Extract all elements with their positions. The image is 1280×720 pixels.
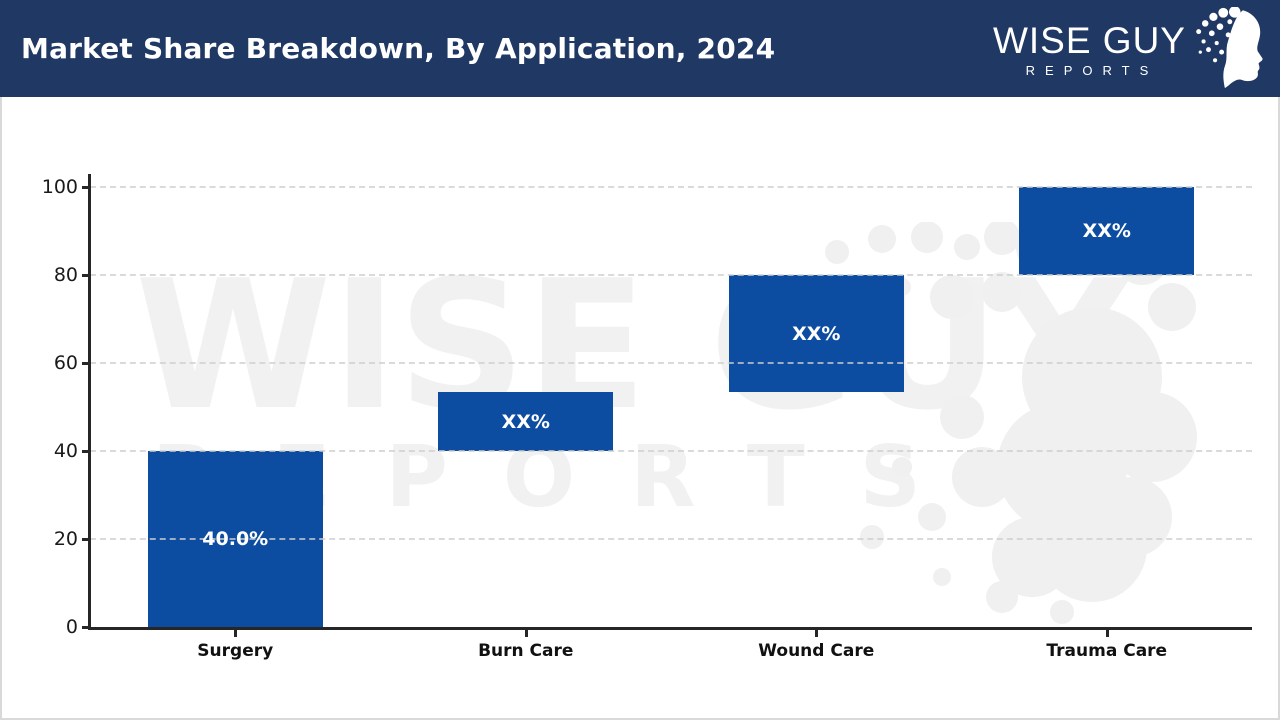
header-bar: Market Share Breakdown, By Application, … xyxy=(0,0,1280,97)
bar-value-label-1: 40.0% xyxy=(148,527,323,551)
x-axis-tick-mark-3 xyxy=(815,630,818,637)
x-axis-category-label-1: Surgery xyxy=(125,641,345,661)
logo-face-icon xyxy=(1192,7,1266,94)
y-axis-tick-label-60: 60 xyxy=(16,351,78,375)
gridline-y-100 xyxy=(90,186,1252,188)
x-axis-tick-mark-2 xyxy=(525,630,528,637)
chart-canvas: WISE GUY REPORTS 40.0%XX%XX%XX%020406080… xyxy=(0,97,1280,720)
page-title: Market Share Breakdown, By Application, … xyxy=(0,32,775,65)
y-axis-tick-label-40: 40 xyxy=(16,439,78,463)
x-axis-tick-mark-1 xyxy=(234,630,237,637)
x-axis-tick-mark-4 xyxy=(1106,630,1109,637)
y-axis-tick-label-100: 100 xyxy=(16,175,78,199)
waterfall-chart: WISE GUY REPORTS 40.0%XX%XX%XX%020406080… xyxy=(2,97,1278,718)
bar-value-label-4: XX% xyxy=(1019,219,1194,243)
brand-logo: WISE GUY REPORTS xyxy=(993,10,1266,90)
y-axis-spine xyxy=(88,174,91,630)
x-axis-spine xyxy=(88,627,1252,630)
y-axis-tick-label-20: 20 xyxy=(16,527,78,551)
brand-logo-text: WISE GUY REPORTS xyxy=(993,22,1186,78)
gridline-y-80 xyxy=(90,274,1252,276)
bar-value-label-3: XX% xyxy=(729,322,904,346)
brand-subname: REPORTS xyxy=(998,63,1186,78)
gridline-y-40 xyxy=(90,450,1252,452)
brand-name: WISE GUY xyxy=(993,22,1186,59)
y-axis-tick-label-0: 0 xyxy=(16,615,78,639)
y-axis-tick-label-80: 80 xyxy=(16,263,78,287)
bar-value-label-2: XX% xyxy=(438,410,613,434)
x-axis-category-label-3: Wound Care xyxy=(706,641,926,661)
gridline-y-60 xyxy=(90,362,1252,364)
x-axis-category-label-4: Trauma Care xyxy=(997,641,1217,661)
x-axis-category-label-2: Burn Care xyxy=(416,641,636,661)
